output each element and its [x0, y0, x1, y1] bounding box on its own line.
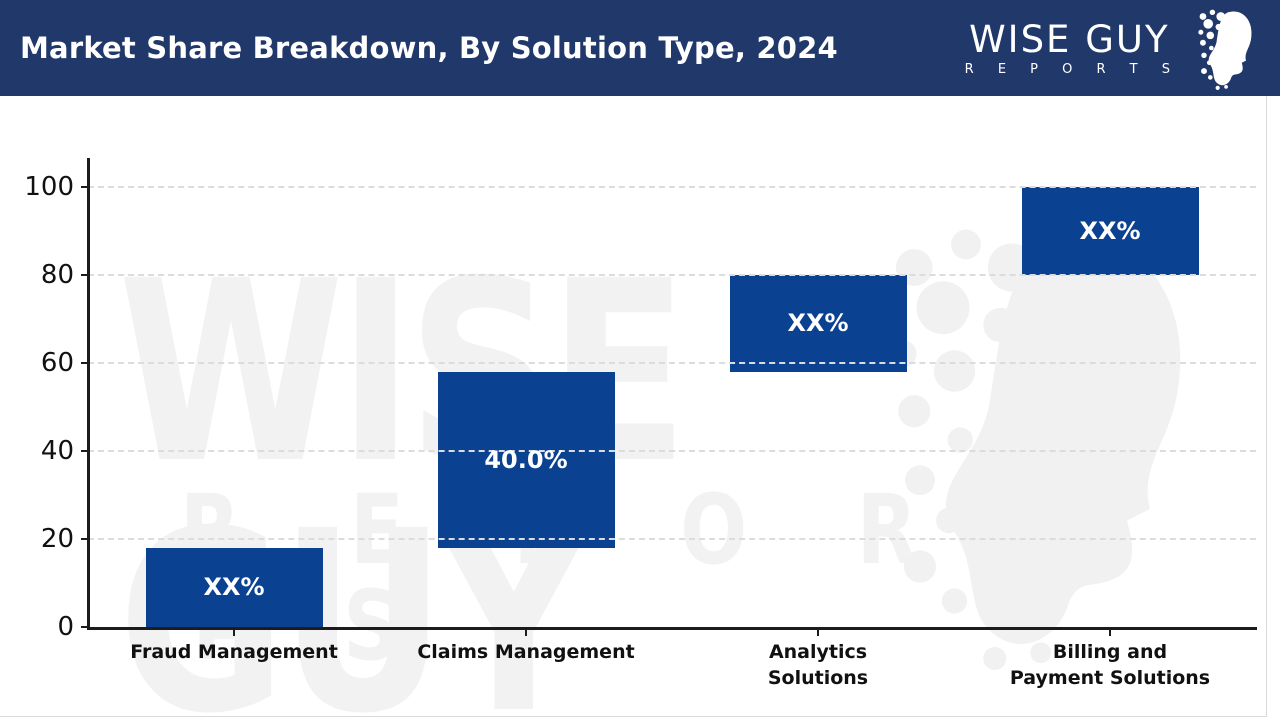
bar — [145, 547, 323, 627]
logo-wordmark: WISE GUY — [969, 17, 1170, 61]
y-axis-tick-label: 80 — [40, 260, 74, 290]
bar — [437, 371, 615, 548]
y-axis-tick-label: 20 — [40, 524, 74, 554]
x-axis-tick — [817, 628, 819, 636]
x-axis-tick — [525, 628, 527, 636]
x-axis-tick-label: Analytics Solutions — [767, 641, 869, 689]
bar-value-label: XX% — [1079, 217, 1141, 245]
logo-text: WISE GUY R E P O R T S — [959, 21, 1180, 76]
x-axis-line — [87, 627, 1257, 630]
x-axis-tick-label: Fraud Management — [130, 641, 338, 663]
frame-border-right — [1266, 96, 1267, 717]
y-axis-line — [87, 158, 90, 629]
x-axis-tick-label: Claims Management — [417, 641, 635, 663]
bar-value-label: 40.0% — [484, 445, 568, 474]
bar-value-label: XX% — [203, 573, 265, 602]
frame-border-bottom — [0, 716, 1267, 717]
dotted-head-icon — [1198, 9, 1252, 90]
y-axis-tick-label: 60 — [40, 348, 74, 378]
y-axis-tick — [81, 450, 88, 452]
y-axis-tick — [81, 186, 88, 188]
header-bar: Market Share Breakdown, By Solution Type… — [0, 0, 1280, 96]
page-title: Market Share Breakdown, By Solution Type… — [20, 31, 838, 65]
y-axis-tick — [81, 626, 88, 628]
y-axis-tick-label: 0 — [57, 612, 74, 642]
grid-line — [88, 362, 1256, 364]
grid-line — [88, 450, 1256, 452]
grid-line — [88, 538, 1256, 540]
x-axis-tick-label: Billing and Payment Solutions — [1009, 641, 1211, 689]
wise-guy-reports-logo: WISE GUY R E P O R T S — [959, 6, 1266, 90]
watermark-head-icon — [888, 229, 1181, 670]
y-axis-tick-label: 40 — [40, 436, 74, 466]
x-axis-tick — [1109, 628, 1111, 636]
x-axis-tick — [233, 628, 235, 636]
grid-line — [88, 186, 1256, 188]
grid-line — [88, 274, 1256, 276]
bar — [729, 275, 907, 372]
chart-plot-area: 0 20 40 60 80 100 XX% Fraud Management 40.0% Clai… — [0, 96, 1280, 720]
logo-subtitle: R E P O R T S — [964, 61, 1180, 77]
y-axis-tick-label: 100 — [24, 172, 74, 202]
bar — [1021, 187, 1199, 275]
y-axis-tick — [81, 538, 88, 540]
bar-value-label: XX% — [787, 309, 849, 338]
y-axis-tick — [81, 274, 88, 276]
y-axis-tick — [81, 362, 88, 364]
